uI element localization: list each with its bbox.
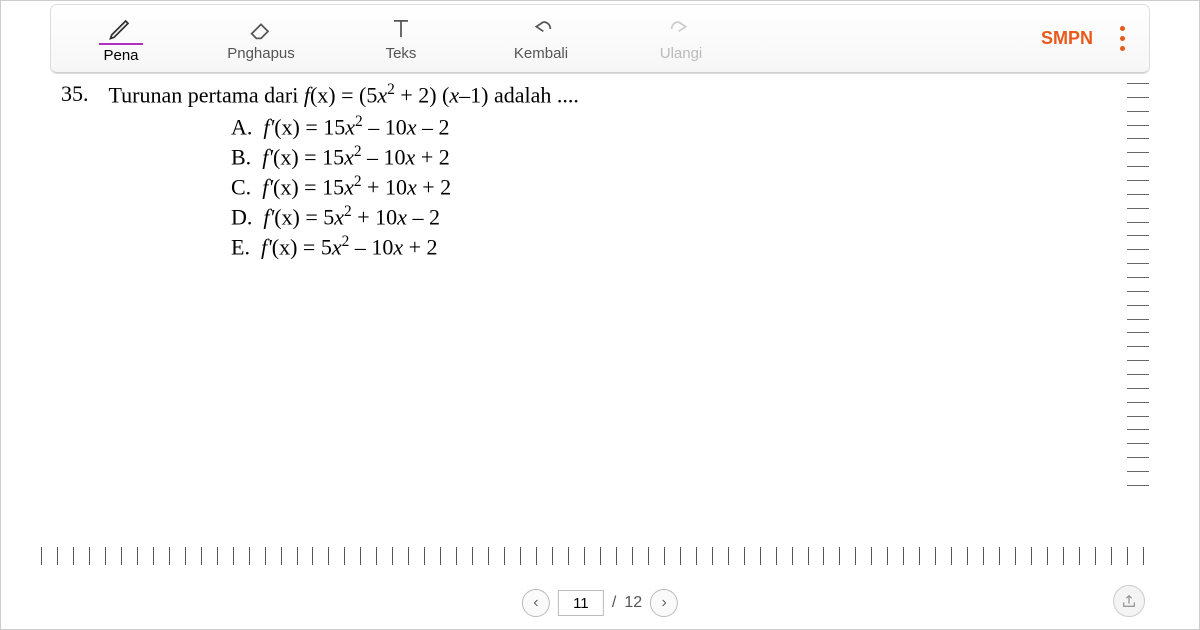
option: E. f'(x) = 5x2 – 10x + 2 <box>231 232 1139 262</box>
option: D. f'(x) = 5x2 + 10x – 2 <box>231 202 1139 232</box>
share-button[interactable] <box>1113 585 1145 617</box>
option: B. f'(x) = 15x2 – 10x + 2 <box>231 142 1139 172</box>
tool-label: Ulangi <box>660 45 703 62</box>
next-page-button[interactable]: › <box>650 589 678 617</box>
pen-icon <box>107 14 135 42</box>
question-number: 35. <box>61 81 103 107</box>
undo-icon <box>527 15 555 43</box>
tool-kembali[interactable]: Kembali <box>471 5 611 72</box>
options-list: A. f'(x) = 15x2 – 10x – 2B. f'(x) = 15x2… <box>231 112 1139 262</box>
ruler-vertical <box>1119 83 1149 499</box>
tool-pnghapus[interactable]: Pnghapus <box>191 5 331 72</box>
prev-page-button[interactable]: ‹ <box>522 589 550 617</box>
tool-ulangi[interactable]: Ulangi <box>611 5 751 72</box>
page-sep: / <box>612 594 616 612</box>
eraser-icon <box>247 15 275 43</box>
more-menu[interactable] <box>1107 26 1137 51</box>
doc-title: SMPN <box>1041 28 1093 49</box>
ruler-horizontal <box>41 541 1159 565</box>
pager: ‹ / 12 › <box>522 589 678 617</box>
page-content: 35. Turunan pertama dari f(x) = (5x2 + 2… <box>61 81 1139 262</box>
page-total: 12 <box>624 594 642 612</box>
page-input[interactable] <box>558 590 604 616</box>
tool-label: Pena <box>103 47 138 64</box>
tool-pena[interactable]: Pena <box>51 5 191 72</box>
tool-label: Kembali <box>514 45 568 62</box>
redo-icon <box>667 15 695 43</box>
tool-label: Teks <box>386 45 417 62</box>
tool-teks[interactable]: Teks <box>331 5 471 72</box>
option: A. f'(x) = 15x2 – 10x – 2 <box>231 112 1139 142</box>
toolbar: Pena Pnghapus Teks Kembali Ulangi SMPN <box>51 5 1149 73</box>
text-icon <box>387 15 415 43</box>
question-text: Turunan pertama dari f(x) = (5x2 + 2) (x… <box>109 81 579 108</box>
share-icon <box>1121 593 1137 609</box>
tool-label: Pnghapus <box>227 45 295 62</box>
option: C. f'(x) = 15x2 + 10x + 2 <box>231 172 1139 202</box>
